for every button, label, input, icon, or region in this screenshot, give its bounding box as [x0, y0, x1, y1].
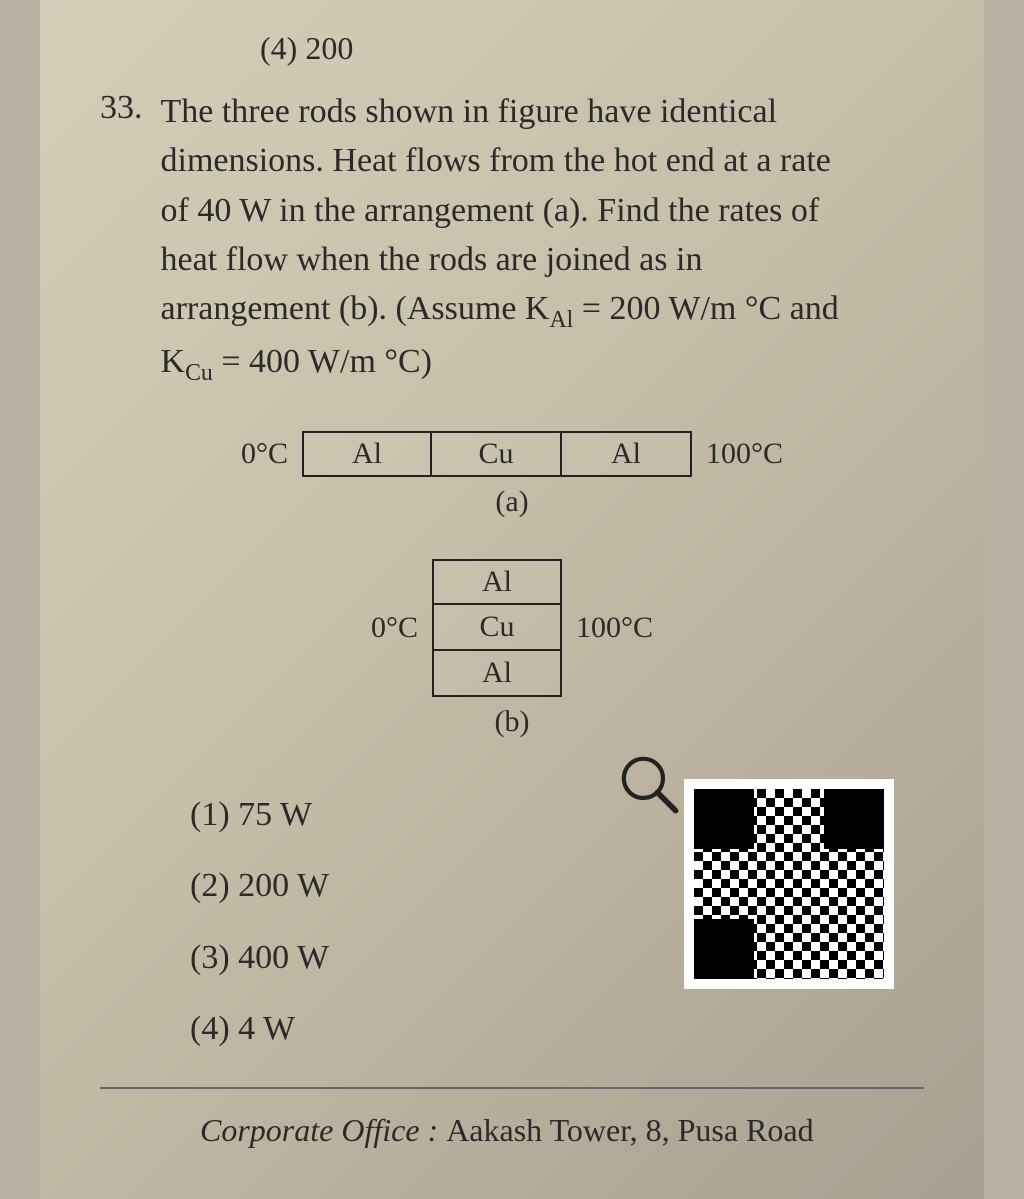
series-arrangement: 0°C Al Cu Al 100°C	[241, 431, 783, 477]
fig-b-cell-3: Al	[432, 651, 562, 697]
fig-b-left-temp: 0°C	[371, 611, 418, 645]
fig-a-left-temp: 0°C	[241, 437, 288, 471]
magnifier-icon	[614, 749, 684, 819]
fig-a-right-temp: 100°C	[706, 437, 783, 471]
fig-a-cell-1: Al	[302, 431, 432, 477]
q-sub-cu: Cu	[185, 360, 213, 386]
prev-question-option: (4) 200	[260, 30, 924, 67]
question-number: 33.	[100, 89, 143, 391]
q-line6a: K	[161, 343, 186, 380]
footer-label: Corporate Office :	[200, 1112, 446, 1148]
footer-divider	[100, 1087, 924, 1089]
fig-a-cell-2: Cu	[432, 431, 562, 477]
figure-b: 0°C Al Cu Al 100°C (b)	[100, 559, 924, 739]
parallel-arrangement: 0°C Al Cu Al 100°C	[371, 559, 653, 697]
page: (4) 200 33. The three rods shown in figu…	[40, 0, 984, 1199]
fig-b-right-temp: 100°C	[576, 611, 653, 645]
fig-b-cell-1: Al	[432, 559, 562, 605]
option-4: (4) 4 W	[190, 993, 924, 1064]
q-line2: dimensions. Heat flows from the hot end …	[161, 142, 831, 179]
fig-a-cell-3: Al	[562, 431, 692, 477]
question-block: 33. The three rods shown in figure have …	[100, 87, 924, 391]
q-line3: of 40 W in the arrangement (a). Find the…	[161, 192, 820, 229]
q-line5b: = 200 W/m °C and	[573, 290, 838, 327]
fig-b-cell-2: Cu	[432, 605, 562, 651]
fig-b-label: (b)	[100, 705, 924, 739]
fig-a-rods: Al Cu Al	[302, 431, 692, 477]
fig-b-rods: Al Cu Al	[432, 559, 562, 697]
q-line4: heat flow when the rods are joined as in	[161, 241, 703, 278]
q-line6b: = 400 W/m °C)	[213, 343, 432, 380]
q-line5a: arrangement (b). (Assume K	[161, 290, 550, 327]
figure-a: 0°C Al Cu Al 100°C (a)	[100, 431, 924, 519]
fig-a-label: (a)	[100, 485, 924, 519]
q-line1: The three rods shown in figure have iden…	[161, 93, 778, 130]
footer-location: Aakash Tower, 8, Pusa Road	[446, 1112, 813, 1148]
footer-text: Corporate Office : Aakash Tower, 8, Pusa…	[200, 1112, 814, 1149]
qr-code	[684, 779, 894, 989]
qr-pattern	[694, 789, 884, 979]
question-text: The three rods shown in figure have iden…	[161, 87, 925, 391]
q-sub-al: Al	[549, 307, 573, 333]
